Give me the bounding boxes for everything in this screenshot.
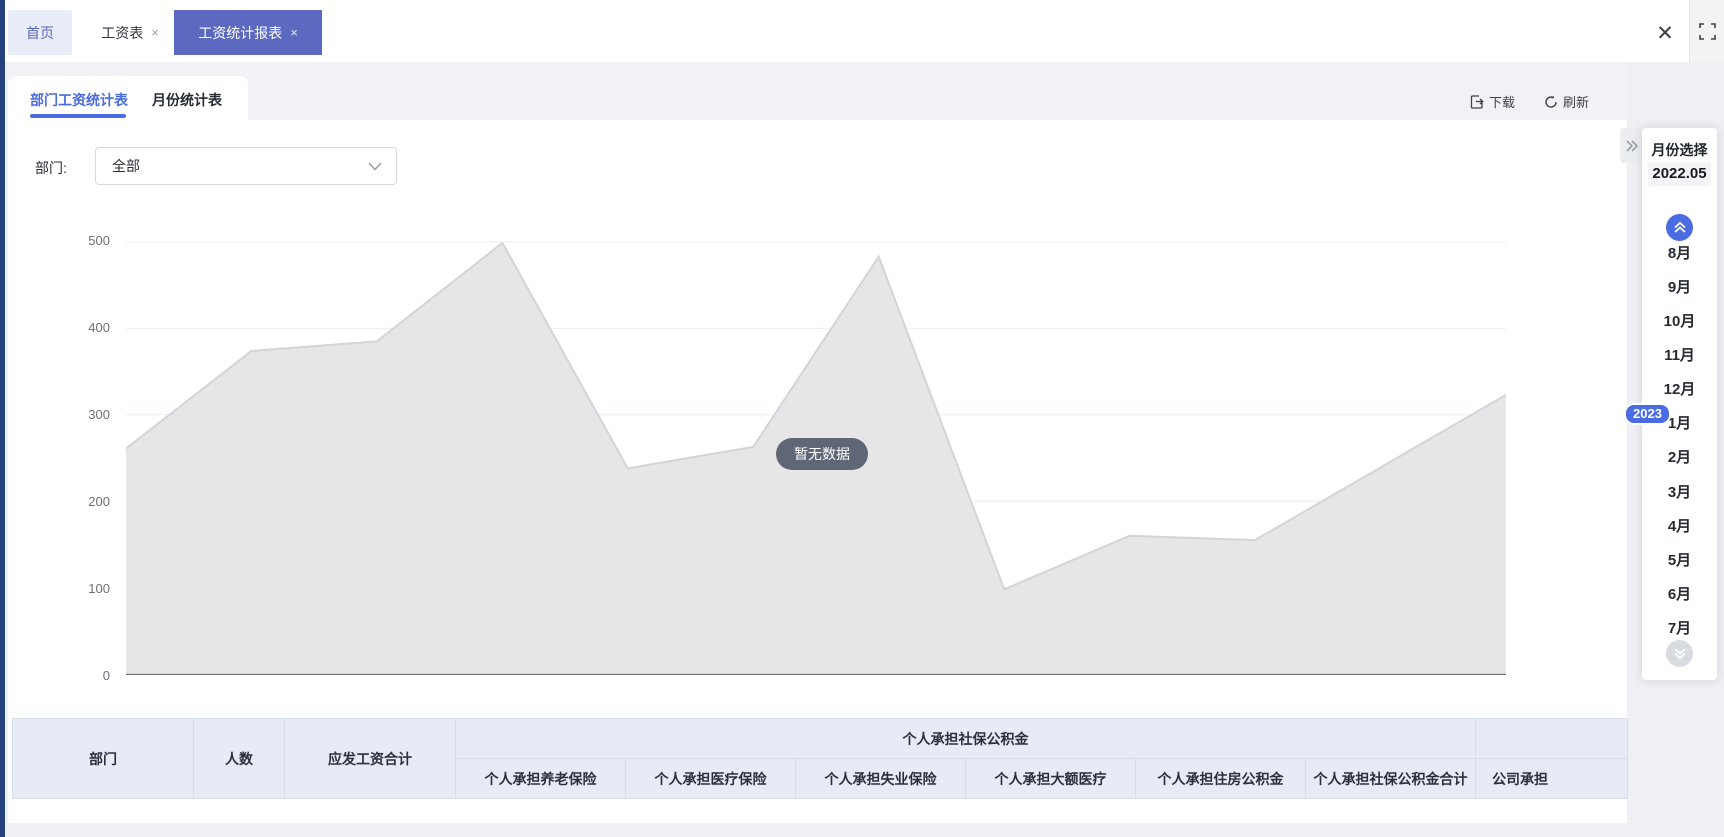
col-header-personal-total: 个人承担社保公积金合计 (1304, 758, 1477, 799)
download-label: 下载 (1489, 95, 1516, 110)
active-tab-underline (30, 114, 126, 118)
fullscreen-button[interactable] (1689, 0, 1724, 62)
col-header-headcount: 人数 (193, 718, 285, 799)
tab-salary-report-label: 工资统计报表 (198, 24, 283, 41)
col-header-department: 部门 (12, 718, 194, 799)
month-item[interactable]: 10月 (1663, 313, 1696, 331)
close-window-button[interactable]: ✕ (1650, 18, 1680, 48)
month-item[interactable]: 11月 (1664, 347, 1695, 365)
month-item[interactable]: 9月 (1667, 279, 1692, 297)
month-item[interactable]: 5月 (1667, 551, 1692, 569)
chevrons-down-icon (1673, 648, 1686, 660)
top-tabs: 首页 工资表 × 工资统计报表 × (8, 10, 322, 55)
col-header-company: 公司承担 (1475, 758, 1629, 799)
department-select-value: 全部 (112, 158, 140, 174)
col-header-housing-fund: 个人承担住房公积金 (1135, 758, 1306, 799)
col-header-medical: 个人承担医疗保险 (625, 758, 796, 799)
close-icon: ✕ (1656, 21, 1674, 45)
tab-department-salary-stats[interactable]: 部门工资统计表 (30, 92, 128, 108)
y-axis-tick: 300 (88, 407, 110, 422)
group-header-company-clipped (1475, 718, 1629, 759)
col-header-major-medical: 个人承担大额医疗 (965, 758, 1136, 799)
month-item[interactable]: 12月 (1663, 381, 1696, 399)
month-item[interactable]: 3月 (1667, 483, 1692, 501)
close-tab-icon[interactable]: × (290, 25, 298, 40)
download-button[interactable]: 下载 (1470, 92, 1515, 111)
close-tab-icon[interactable]: × (151, 25, 159, 40)
tab-salary-sheet[interactable]: 工资表 × (88, 10, 172, 55)
y-axis-tick: 200 (88, 494, 110, 509)
month-list: 8月 9月 10月 11月 12月 1月 2月 3月 4月 5月 6月 7月 (1642, 246, 1717, 636)
tab-salary-report-active[interactable]: 工资统计报表 × (174, 10, 322, 55)
month-item[interactable]: 4月 (1667, 517, 1692, 535)
y-axis-tick: 400 (88, 320, 110, 335)
month-picker-title: 月份选择 (1651, 142, 1708, 158)
refresh-button[interactable]: 刷新 (1544, 92, 1589, 111)
month-item[interactable]: 1月 (1667, 415, 1692, 433)
y-axis-tick: 0 (102, 668, 110, 683)
month-item[interactable]: 2月 (1667, 449, 1692, 467)
panel-collapse-button[interactable] (1620, 128, 1643, 163)
y-axis-tick: 100 (88, 581, 110, 596)
download-icon (1470, 94, 1484, 109)
scroll-up-button[interactable] (1666, 214, 1693, 241)
department-filter-label: 部门: (35, 160, 67, 176)
chevrons-right-icon (1625, 139, 1638, 152)
tab-month-stats[interactable]: 月份统计表 (152, 92, 222, 108)
group-header-personal-contrib: 个人承担社保公积金 (454, 718, 1477, 759)
no-data-tooltip: 暂无数据 (776, 438, 868, 470)
tab-home[interactable]: 首页 (8, 10, 72, 55)
month-item[interactable]: 7月 (1667, 619, 1692, 637)
fullscreen-icon (1698, 22, 1716, 40)
month-item[interactable]: 6月 (1667, 585, 1692, 603)
year-badge: 2023 (1624, 403, 1671, 425)
refresh-label: 刷新 (1563, 95, 1590, 110)
view-tab-block (8, 76, 248, 120)
view-tab-strip (8, 62, 1627, 120)
chevron-down-icon (368, 161, 382, 171)
window-left-edge-strip (0, 0, 5, 837)
scroll-down-button[interactable] (1666, 640, 1693, 667)
tab-salary-sheet-label: 工资表 (101, 24, 144, 41)
refresh-icon (1545, 95, 1557, 108)
col-header-gross-total: 应发工资合计 (284, 718, 456, 799)
col-header-unemployment: 个人承担失业保险 (795, 758, 966, 799)
y-axis-tick: 500 (88, 233, 110, 248)
department-select[interactable]: 全部 (95, 147, 397, 185)
department-stats-table: 部门 人数 应发工资合计 个人承担社保公积金 个人承担养老保险 个人承担医疗保险… (12, 718, 1629, 799)
chevrons-up-icon (1673, 221, 1686, 233)
month-item[interactable]: 8月 (1667, 245, 1692, 262)
current-month-value: 2022.05 (1648, 162, 1711, 186)
col-header-pension: 个人承担养老保险 (455, 758, 626, 799)
tab-home-label: 首页 (26, 24, 54, 41)
